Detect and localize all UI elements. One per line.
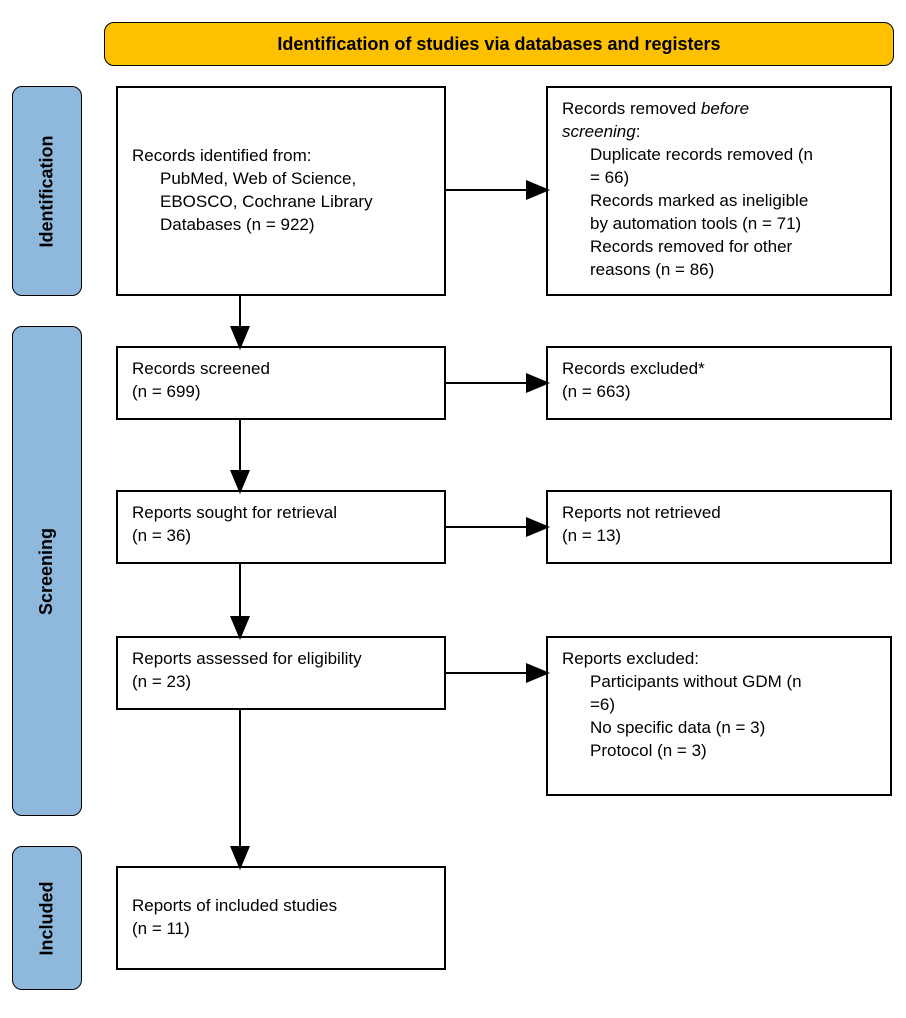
text-line: (n = 663)	[562, 381, 876, 404]
text-indent: Records removed for other	[562, 236, 876, 259]
text-line: Records screened	[132, 358, 430, 381]
text-line: Records identified from:	[132, 145, 430, 168]
text-line: Reports not retrieved	[562, 502, 876, 525]
text-line: Reports excluded:	[562, 648, 876, 671]
text-span: :	[636, 122, 641, 141]
box-reports-excluded: Reports excluded: Participants without G…	[546, 636, 892, 796]
box-records-screened: Records screened (n = 699)	[116, 346, 446, 420]
text-line: Reports sought for retrieval	[132, 502, 430, 525]
box-records-identified: Records identified from: PubMed, Web of …	[116, 86, 446, 296]
text-line: screening:	[562, 121, 876, 144]
text-indent: reasons (n = 86)	[562, 259, 876, 282]
text-indent: PubMed, Web of Science,	[132, 168, 430, 191]
text-line: (n = 699)	[132, 381, 430, 404]
text-line: Reports assessed for eligibility	[132, 648, 430, 671]
text-line: (n = 23)	[132, 671, 430, 694]
phase-included: Included	[12, 846, 82, 990]
text-line: Records removed before	[562, 98, 876, 121]
box-reports-sought: Reports sought for retrieval (n = 36)	[116, 490, 446, 564]
phase-included-label: Included	[37, 881, 58, 955]
box-records-removed-before: Records removed before screening: Duplic…	[546, 86, 892, 296]
text-span: Records removed	[562, 99, 701, 118]
text-line: (n = 11)	[132, 918, 430, 941]
phase-identification-label: Identification	[37, 135, 58, 247]
text-indent: Protocol (n = 3)	[562, 740, 876, 763]
text-line: (n = 13)	[562, 525, 876, 548]
box-reports-assessed: Reports assessed for eligibility (n = 23…	[116, 636, 446, 710]
phase-screening-label: Screening	[37, 527, 58, 614]
text-indent: =6)	[562, 694, 876, 717]
text-indent: EBOSCO, Cochrane Library	[132, 191, 430, 214]
box-records-excluded: Records excluded* (n = 663)	[546, 346, 892, 420]
text-indent: Records marked as ineligible	[562, 190, 876, 213]
header-bar: Identification of studies via databases …	[104, 22, 894, 66]
text-indent: No specific data (n = 3)	[562, 717, 876, 740]
text-line: Records excluded*	[562, 358, 876, 381]
text-indent: by automation tools (n = 71)	[562, 213, 876, 236]
text-indent: = 66)	[562, 167, 876, 190]
box-reports-not-retrieved: Reports not retrieved (n = 13)	[546, 490, 892, 564]
text-line: (n = 36)	[132, 525, 430, 548]
box-included-studies: Reports of included studies (n = 11)	[116, 866, 446, 970]
text-italic: screening	[562, 122, 636, 141]
prisma-flowchart: Identification of studies via databases …	[0, 0, 906, 1018]
phase-screening: Screening	[12, 326, 82, 816]
text-indent: Participants without GDM (n	[562, 671, 876, 694]
header-text: Identification of studies via databases …	[277, 34, 720, 55]
text-indent: Duplicate records removed (n	[562, 144, 876, 167]
phase-identification: Identification	[12, 86, 82, 296]
text-line: Reports of included studies	[132, 895, 430, 918]
text-italic: before	[701, 99, 749, 118]
text-indent: Databases (n = 922)	[132, 214, 430, 237]
